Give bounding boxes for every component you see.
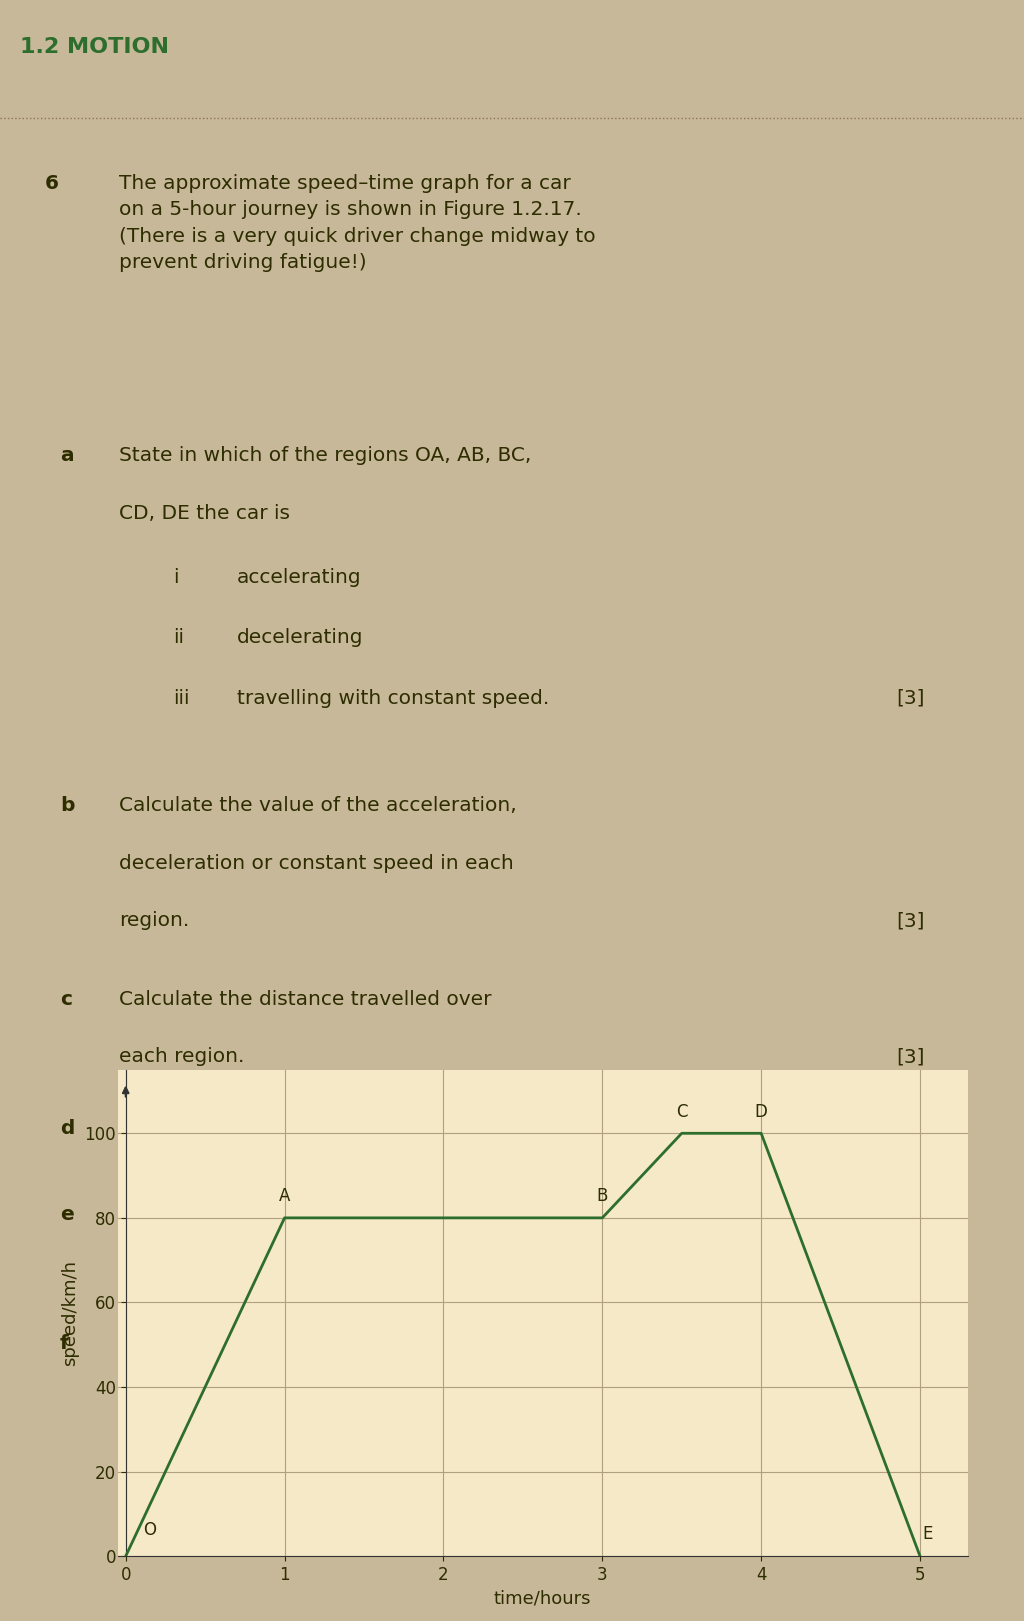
Text: whole journey.: whole journey. [119, 1263, 264, 1282]
Text: Calculate the distance travelled over: Calculate the distance travelled over [119, 990, 492, 1008]
Text: travelling with constant speed.: travelling with constant speed. [237, 689, 549, 708]
Text: A: A [279, 1187, 290, 1204]
Text: Calculate the value of the acceleration,: Calculate the value of the acceleration, [119, 796, 516, 815]
Text: 1.2 MOTION: 1.2 MOTION [20, 37, 170, 57]
Text: f: f [59, 1334, 69, 1354]
Text: b: b [59, 796, 75, 815]
Text: The approximate speed–time graph for a car
on a 5-hour journey is shown in Figur: The approximate speed–time graph for a c… [119, 173, 595, 272]
Text: B: B [597, 1187, 608, 1204]
X-axis label: time/hours: time/hours [494, 1590, 592, 1608]
Text: [1]: [1] [896, 1263, 925, 1282]
Text: i: i [173, 567, 178, 587]
Text: [3]: [3] [896, 689, 925, 708]
Text: Calculate the total distance travelled.: Calculate the total distance travelled. [119, 1118, 499, 1138]
Text: [1]: [1] [896, 1118, 925, 1138]
Y-axis label: speed/km/h: speed/km/h [60, 1260, 79, 1367]
Text: O: O [143, 1520, 156, 1540]
Text: Calculate the average speed for the: Calculate the average speed for the [119, 1204, 483, 1224]
Text: State what times the car is at rest.: State what times the car is at rest. [119, 1334, 469, 1354]
Text: E: E [923, 1525, 933, 1543]
Text: [1]: [1] [896, 1334, 925, 1354]
Text: iii: iii [173, 689, 189, 708]
Text: each region.: each region. [119, 1047, 244, 1067]
Text: [Total: 12]: [Total: 12] [823, 1405, 925, 1425]
Text: a: a [59, 446, 74, 465]
Text: c: c [59, 990, 72, 1008]
Text: C: C [676, 1102, 687, 1120]
Text: e: e [59, 1204, 74, 1224]
Text: region.: region. [119, 911, 189, 930]
Text: [3]: [3] [896, 1047, 925, 1067]
Text: ii: ii [173, 629, 184, 647]
Text: d: d [59, 1118, 74, 1138]
Text: CD, DE the car is: CD, DE the car is [119, 504, 290, 522]
Text: 6: 6 [45, 173, 59, 193]
Text: deceleration or constant speed in each: deceleration or constant speed in each [119, 854, 513, 872]
Text: accelerating: accelerating [237, 567, 361, 587]
Text: decelerating: decelerating [237, 629, 364, 647]
Text: [3]: [3] [896, 911, 925, 930]
Text: D: D [755, 1102, 768, 1120]
Text: State in which of the regions OA, AB, BC,: State in which of the regions OA, AB, BC… [119, 446, 531, 465]
